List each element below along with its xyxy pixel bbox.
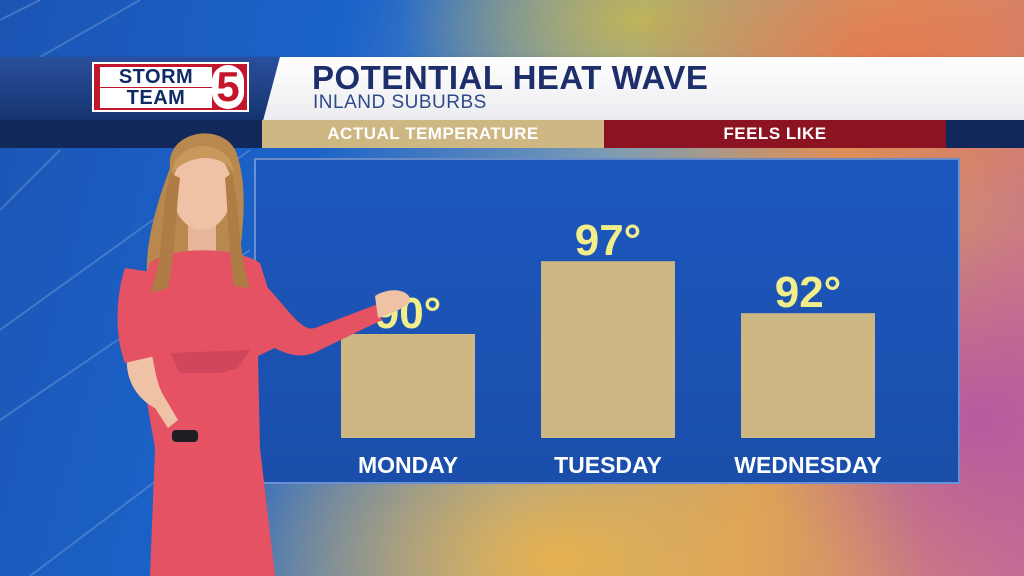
category-label-tuesday: TUESDAY <box>554 452 662 478</box>
value-label-wednesday: 92° <box>775 268 842 317</box>
bar-monday <box>341 334 475 438</box>
logo-word-top: STORM <box>100 67 212 87</box>
logo-word-bottom: TEAM <box>100 88 212 108</box>
legend-feels-like: FEELS LIKE <box>604 120 946 148</box>
value-label-tuesday: 97° <box>575 216 642 265</box>
bar-tuesday <box>541 261 675 438</box>
chart-subtitle: INLAND SUBURBS <box>313 92 487 113</box>
logo-number: 5 <box>212 65 244 109</box>
chart-title: POTENTIAL HEAT WAVE <box>312 59 709 96</box>
station-logo: STORM TEAM 5 <box>92 62 249 112</box>
presenter-figure <box>117 133 410 576</box>
category-label-monday: MONDAY <box>358 452 458 478</box>
legend-actual-temperature: ACTUAL TEMPERATURE <box>262 120 604 148</box>
category-label-wednesday: WEDNESDAY <box>734 452 881 478</box>
bar-wednesday <box>741 313 875 438</box>
